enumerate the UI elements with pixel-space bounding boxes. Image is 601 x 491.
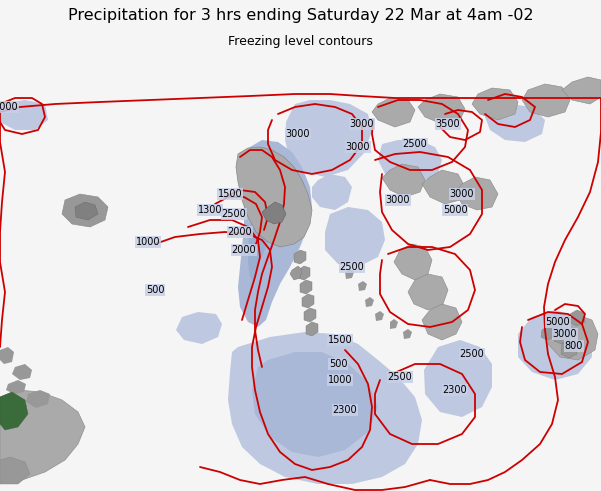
Polygon shape	[75, 202, 98, 220]
Text: 2300: 2300	[333, 405, 358, 415]
Polygon shape	[298, 266, 310, 280]
Polygon shape	[424, 340, 492, 417]
Text: 2500: 2500	[460, 349, 484, 359]
Polygon shape	[62, 194, 108, 227]
Polygon shape	[518, 310, 592, 380]
Text: 3000: 3000	[553, 329, 577, 339]
Polygon shape	[302, 294, 314, 308]
Text: Freezing level contours: Freezing level contours	[228, 35, 373, 48]
Text: 3000: 3000	[386, 195, 410, 205]
Polygon shape	[228, 332, 422, 484]
Text: 3500: 3500	[436, 119, 460, 129]
Polygon shape	[472, 88, 518, 120]
Polygon shape	[372, 98, 415, 127]
Polygon shape	[375, 311, 384, 321]
Polygon shape	[252, 352, 378, 457]
Polygon shape	[455, 177, 498, 210]
Text: 500: 500	[329, 359, 347, 369]
Polygon shape	[262, 202, 286, 224]
Polygon shape	[0, 392, 28, 430]
Text: 2500: 2500	[340, 262, 364, 272]
Text: 3000: 3000	[450, 189, 474, 199]
Polygon shape	[12, 364, 32, 380]
Polygon shape	[306, 322, 318, 336]
Polygon shape	[365, 297, 374, 307]
Polygon shape	[394, 244, 432, 280]
Polygon shape	[345, 269, 354, 279]
Text: 1300: 1300	[198, 205, 222, 215]
Polygon shape	[485, 104, 545, 142]
Polygon shape	[548, 316, 562, 331]
Text: 2000: 2000	[0, 102, 18, 112]
Text: 2300: 2300	[443, 385, 468, 395]
Polygon shape	[382, 164, 425, 197]
Polygon shape	[422, 170, 465, 204]
Polygon shape	[26, 390, 50, 408]
Polygon shape	[0, 100, 48, 130]
Text: 3000: 3000	[350, 119, 374, 129]
Text: 5000: 5000	[546, 317, 570, 327]
Polygon shape	[358, 281, 367, 291]
Polygon shape	[6, 380, 26, 394]
Text: 2500: 2500	[403, 139, 427, 149]
Polygon shape	[408, 274, 448, 310]
Text: 800: 800	[565, 341, 583, 351]
Text: 3000: 3000	[346, 142, 370, 152]
Text: 2500: 2500	[388, 372, 412, 382]
Text: 2000: 2000	[232, 245, 256, 255]
Text: 2500: 2500	[222, 209, 246, 219]
Polygon shape	[294, 250, 306, 264]
Polygon shape	[422, 304, 462, 340]
Polygon shape	[0, 347, 14, 364]
Polygon shape	[304, 308, 316, 322]
Text: 5000: 5000	[443, 205, 468, 215]
Polygon shape	[0, 457, 30, 484]
Polygon shape	[569, 310, 585, 326]
Polygon shape	[554, 328, 570, 344]
Text: 3000: 3000	[285, 129, 310, 139]
Polygon shape	[541, 326, 554, 340]
Polygon shape	[312, 174, 352, 210]
Text: 1000: 1000	[328, 375, 352, 385]
Polygon shape	[290, 266, 302, 280]
Polygon shape	[403, 329, 412, 339]
Text: 1500: 1500	[218, 189, 242, 199]
Polygon shape	[238, 140, 312, 327]
Polygon shape	[418, 94, 465, 124]
Text: 2000: 2000	[228, 227, 252, 237]
Polygon shape	[285, 100, 372, 177]
Polygon shape	[562, 77, 601, 104]
Polygon shape	[522, 84, 570, 117]
Polygon shape	[236, 147, 312, 247]
Polygon shape	[0, 390, 85, 482]
Polygon shape	[548, 314, 598, 360]
Text: 1500: 1500	[328, 335, 352, 345]
Text: 500: 500	[146, 285, 164, 295]
Text: Precipitation for 3 hrs ending Saturday 22 Mar at 4am -02: Precipitation for 3 hrs ending Saturday …	[68, 8, 533, 23]
Polygon shape	[378, 140, 442, 182]
Polygon shape	[561, 340, 577, 358]
Polygon shape	[325, 207, 385, 267]
Polygon shape	[176, 312, 222, 344]
Polygon shape	[248, 147, 288, 282]
Text: 1000: 1000	[136, 237, 160, 247]
Polygon shape	[300, 280, 312, 294]
Polygon shape	[390, 319, 398, 329]
